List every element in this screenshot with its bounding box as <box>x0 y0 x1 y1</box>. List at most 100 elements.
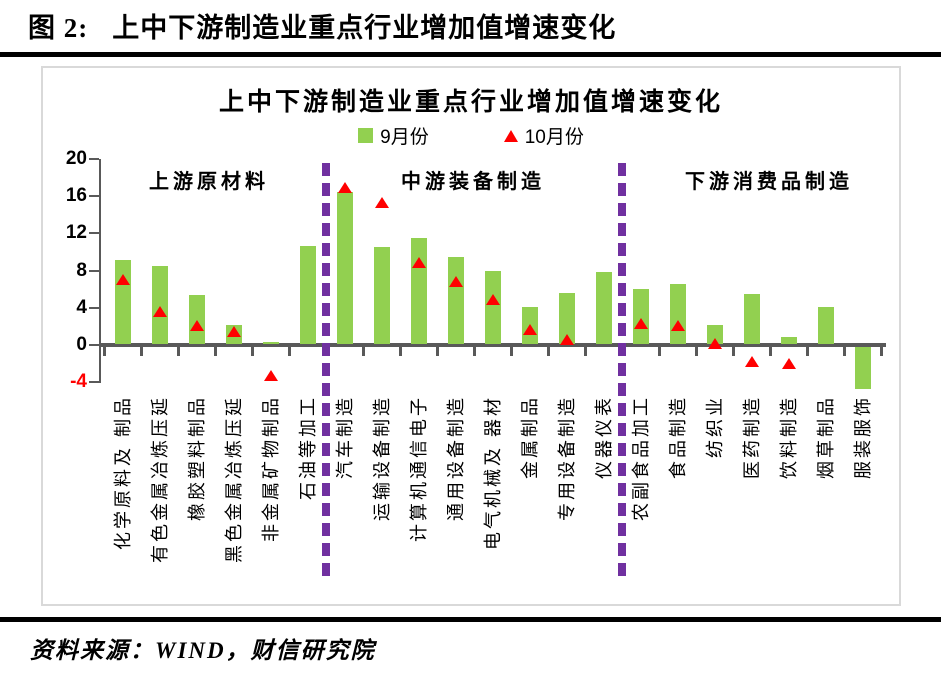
marker-食品制造 <box>670 320 685 332</box>
y-axis-label: 12 <box>65 222 87 244</box>
square-marker-icon <box>358 128 374 143</box>
x-axis-tick <box>842 347 846 356</box>
bar-石油等加工 <box>299 246 316 344</box>
marker-有色金属冶炼压延 <box>152 306 167 318</box>
source-note: 资料来源：WIND，财信研究院 <box>30 638 376 663</box>
x-axis-tick <box>176 347 180 356</box>
x-axis-tick <box>435 347 439 356</box>
x-axis-category-label: 专用设备制造 <box>556 395 577 521</box>
y-axis-label: 16 <box>65 185 87 207</box>
bar-食品制造 <box>669 283 686 344</box>
bar-服装服饰 <box>854 347 871 389</box>
marker-汽车制造 <box>337 181 352 193</box>
marker-农副食品加工 <box>633 317 648 329</box>
x-axis-tick <box>250 347 254 356</box>
figure-title: 上中下游制造业重点行业增加值增速变化 <box>112 13 617 43</box>
x-axis-tick <box>213 347 217 356</box>
bar-化学原料及 制品 <box>114 260 131 344</box>
bar-专用设备制造 <box>558 292 575 344</box>
y-axis-label: 20 <box>65 148 87 169</box>
x-axis-tick <box>102 347 106 356</box>
x-axis-line <box>100 343 886 347</box>
y-axis-tick <box>89 306 99 309</box>
x-axis-tick <box>694 347 698 356</box>
x-axis-category-label: 饮料制造 <box>778 395 799 479</box>
x-axis-category-label: 非金属矿物制品 <box>260 395 281 542</box>
bar-汽车制造 <box>336 192 353 344</box>
x-axis-category-label: 食品制造 <box>667 395 688 479</box>
y-axis-label: -4 <box>70 371 87 393</box>
plot-area: 20 16 12 8 4 0 -4 上游原材料 中游装备制造 下游消费品制造 化学原料及 制品 有色金… <box>43 68 899 604</box>
bar-运输设备制造 <box>373 247 390 344</box>
marker-化学原料及 制品 <box>115 273 130 285</box>
x-axis-category-label: 石油等加工 <box>297 395 318 500</box>
legend-label-september: 9月份 <box>380 127 429 148</box>
y-axis-label: 0 <box>76 334 87 355</box>
x-axis-category-label: 仪器仪表 <box>593 395 614 479</box>
x-axis-tick <box>287 347 291 356</box>
x-axis-tick <box>731 347 735 356</box>
marker-非金属矿物制品 <box>263 369 278 381</box>
bar-电气机械及 器材 <box>484 271 501 344</box>
marker-黑色金属冶炼压延 <box>226 325 241 337</box>
chart-container: 上中下游制造业重点行业增加值增速变化 9月份 10月份 20 16 12 8 4 0 -4 上… <box>41 66 901 606</box>
top-divider <box>0 52 941 57</box>
marker-医药制造 <box>744 355 759 367</box>
x-axis-category-label: 汽车制造 <box>334 395 355 479</box>
marker-橡胶塑料制品 <box>189 320 204 332</box>
y-axis-tick <box>89 344 99 346</box>
x-axis-category-label: 医药制造 <box>741 395 762 479</box>
y-axis-tick <box>89 381 99 384</box>
x-axis-category-label: 金属制品 <box>519 395 540 479</box>
x-axis-tick <box>509 347 513 356</box>
x-axis-tick <box>546 347 550 356</box>
triangle-marker-icon <box>503 129 518 142</box>
y-axis-tick <box>89 232 99 235</box>
y-axis-tick <box>89 158 99 160</box>
x-axis-tick <box>398 347 402 356</box>
group-label: 上游原材料 <box>149 171 269 193</box>
figure-heading: 图 2: 上中下游制造业重点行业增加值增速变化 <box>28 6 616 45</box>
bar-通用设备制造 <box>447 256 464 344</box>
y-axis-label: 4 <box>76 296 87 318</box>
x-axis-tick <box>472 347 476 356</box>
y-axis-label: 8 <box>76 259 87 281</box>
marker-专用设备制造 <box>559 334 574 346</box>
x-axis-category-label: 橡胶塑料制品 <box>186 395 207 521</box>
marker-饮料制造 <box>781 357 796 369</box>
y-axis-tick <box>89 195 99 198</box>
x-axis-category-label: 化学原料及 制品 <box>112 395 133 551</box>
x-axis-tick <box>583 347 587 356</box>
bar-橡胶塑料制品 <box>188 294 205 344</box>
group-label: 中游装备制造 <box>401 171 545 193</box>
marker-纺织业 <box>707 338 722 350</box>
bar-农副食品加工 <box>632 289 649 344</box>
x-axis-category-label: 通用设备制造 <box>445 395 466 521</box>
x-axis-category-label: 服装服饰 <box>852 395 873 479</box>
marker-计算机通信电子 <box>411 257 426 269</box>
legend-label-october: 10月份 <box>524 127 584 148</box>
x-axis-category-label: 烟草制品 <box>815 395 836 479</box>
x-axis-tick <box>879 347 883 356</box>
chart-title: 上中下游制造业重点行业增加值增速变化 <box>218 88 723 116</box>
bottom-divider <box>0 617 941 622</box>
y-axis-line <box>99 159 101 383</box>
marker-通用设备制造 <box>448 275 463 287</box>
x-axis-category-label: 运输设备制造 <box>371 395 392 521</box>
x-axis-tick <box>657 347 661 356</box>
bar-有色金属冶炼压延 <box>151 265 168 344</box>
x-axis-tick <box>139 347 143 356</box>
x-axis-category-label: 黑色金属冶炼压延 <box>223 395 244 563</box>
x-axis-category-label: 农副食品加工 <box>630 395 651 521</box>
bar-饮料制造 <box>780 336 797 344</box>
y-axis-tick <box>89 269 99 272</box>
group-separator-line <box>322 163 330 583</box>
marker-金属制品 <box>522 324 537 336</box>
bar-计算机通信电子 <box>410 237 427 344</box>
figure-number: 图 2: <box>28 13 89 43</box>
bar-医药制造 <box>743 293 760 344</box>
x-axis-category-label: 计算机通信电子 <box>408 395 429 542</box>
x-axis-category-label: 电气机械及 器材 <box>482 395 503 551</box>
chart-legend: 9月份 10月份 <box>43 122 899 149</box>
